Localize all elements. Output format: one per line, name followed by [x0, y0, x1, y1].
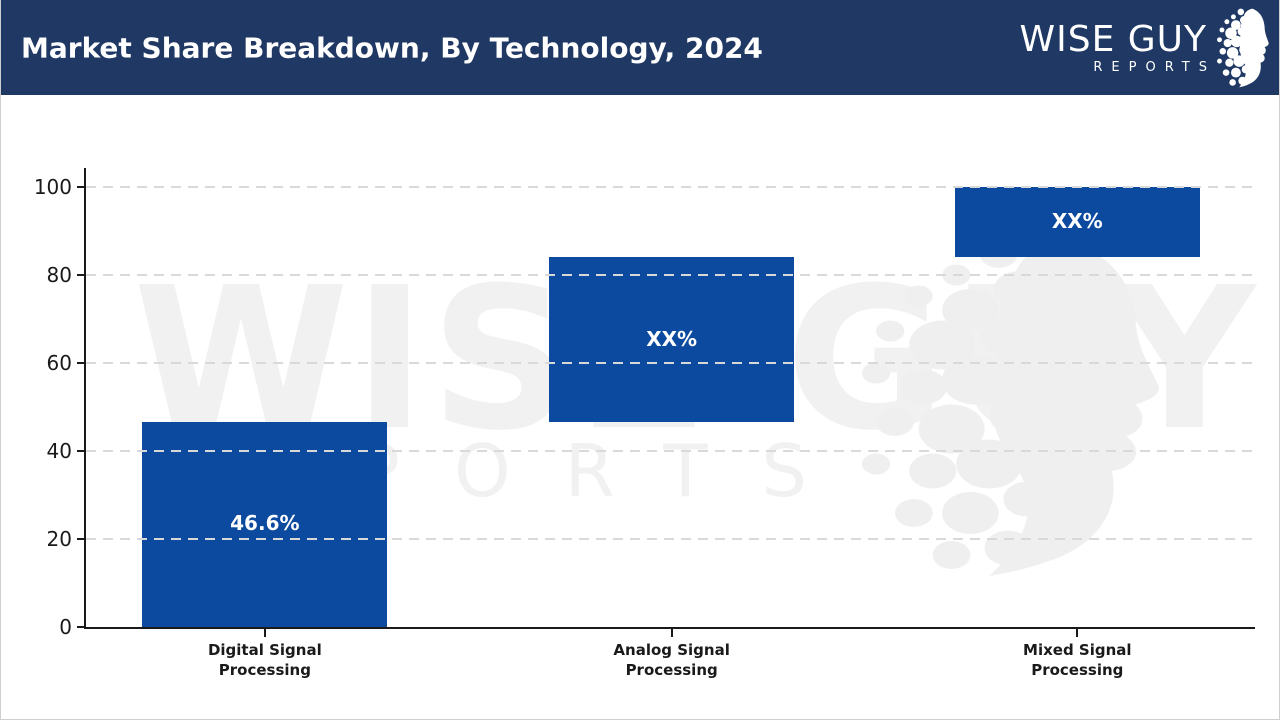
x-axis-tick [263, 629, 266, 637]
brand-logo: WISE GUY REPORTS [1017, 6, 1269, 90]
chart-title: Market Share Breakdown, By Technology, 2… [21, 31, 763, 64]
x-axis-label-line: Mixed Signal [1023, 641, 1132, 659]
x-axis-label: Digital Signal Processing [115, 640, 415, 680]
plot: 46.6% XX% XX% 0 20 40 60 80 100 Digital Signal Pro… [1, 95, 1279, 719]
y-axis-tick [77, 362, 86, 364]
y-axis-tick [77, 626, 86, 628]
bar-value-label: XX% [1051, 209, 1103, 234]
x-axis-label-line: Digital Signal [207, 641, 322, 659]
x-axis-label: Mixed Signal Processing [927, 640, 1227, 680]
y-tick-label: 40 [46, 439, 72, 463]
brand-name: WISE GUY [1019, 19, 1207, 61]
x-axis-tick [1076, 629, 1079, 637]
gridline [86, 186, 1255, 188]
x-axis-label-line: Processing [1031, 661, 1124, 679]
y-axis-tick [77, 186, 86, 188]
header: Market Share Breakdown, By Technology, 2… [1, 0, 1279, 95]
y-tick-label: 0 [59, 615, 72, 639]
x-axis-label-line: Processing [218, 661, 311, 679]
bar-digital-signal-processing [142, 421, 388, 627]
x-axis-label-line: Processing [625, 661, 718, 679]
y-axis-tick [77, 274, 86, 276]
gridline [86, 274, 1255, 276]
bar-value-label: 46.6% [230, 511, 300, 536]
bar-value-label: XX% [646, 326, 698, 351]
gridline [86, 362, 1255, 364]
y-tick-label: 20 [46, 527, 72, 551]
bar-mixed-signal-processing [954, 187, 1200, 258]
y-tick-label: 80 [46, 263, 72, 287]
gridline [86, 538, 1255, 540]
y-axis-tick [77, 450, 86, 452]
y-axis-line [84, 168, 86, 629]
y-tick-label: 60 [46, 351, 72, 375]
x-axis-tick [670, 629, 673, 637]
brand-logo-text: WISE GUY REPORTS [1020, 21, 1208, 75]
x-axis-label-line: Analog Signal [613, 641, 730, 659]
chart-area: WISE GUY REPORTS 46.6%XX%XX%020406080100… [1, 95, 1279, 719]
gridline [86, 450, 1255, 452]
x-axis-label: Analog Signal Processing [522, 640, 822, 680]
bar-analog-signal-processing [549, 257, 795, 422]
brand-subtitle: REPORTS [1093, 59, 1216, 75]
y-tick-label: 100 [33, 175, 72, 199]
x-axis-line [84, 627, 1255, 629]
y-axis-tick [77, 538, 86, 540]
brand-face-icon [1217, 8, 1269, 88]
